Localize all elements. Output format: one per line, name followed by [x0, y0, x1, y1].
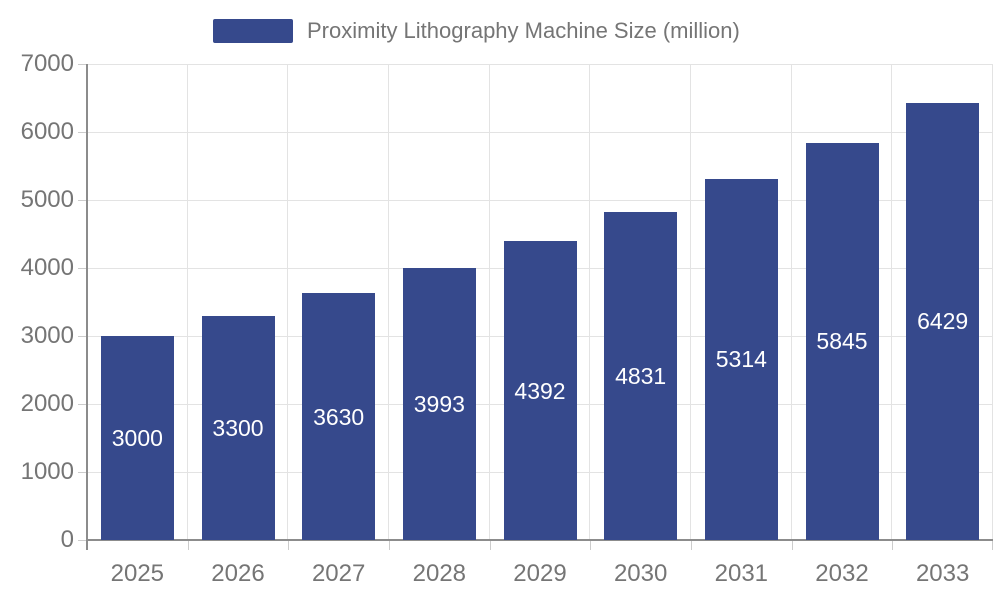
x-axis-label: 2029	[513, 560, 567, 587]
y-axis-tick	[78, 540, 87, 541]
x-axis-tick	[489, 541, 491, 550]
bar[interactable]	[402, 268, 476, 540]
bar-value-label: 5314	[715, 346, 767, 373]
bar-value-label: 3000	[111, 425, 163, 451]
bar-value-label: 4831	[615, 362, 667, 389]
gridline-horizontal	[87, 64, 993, 65]
gridline-vertical	[690, 64, 691, 540]
bar-value-label: 3993	[413, 391, 465, 418]
y-axis-line	[86, 64, 88, 550]
bar[interactable]	[604, 211, 678, 540]
bar[interactable]	[302, 293, 376, 540]
y-axis-tick	[78, 200, 87, 201]
gridline-vertical	[488, 64, 490, 540]
x-axis-tick	[187, 541, 189, 550]
x-axis-label: 2028	[412, 560, 467, 587]
gridline-vertical	[589, 64, 591, 540]
y-axis-label: 2000	[20, 390, 74, 417]
y-axis-label: 4000	[20, 254, 74, 281]
x-axis-label: 2033	[915, 560, 970, 587]
bar[interactable]	[201, 315, 275, 540]
x-axis-tick	[992, 541, 993, 550]
legend-swatch[interactable]	[213, 19, 293, 43]
legend[interactable]: Proximity Lithography Machine Size (mill…	[213, 19, 740, 43]
y-axis-tick	[78, 268, 87, 269]
x-axis-line	[87, 539, 993, 541]
gridline-vertical	[891, 64, 893, 540]
y-axis-tick	[78, 336, 87, 337]
bar-value-label: 3300	[212, 414, 264, 441]
bar-value-label: 3630	[313, 403, 365, 430]
x-axis-tick	[791, 541, 793, 550]
x-axis-label: 2026	[211, 560, 265, 587]
y-axis-label: 5000	[20, 186, 74, 213]
y-axis-label: 7000	[20, 50, 74, 77]
bar[interactable]	[100, 336, 174, 540]
x-axis-tick	[288, 541, 290, 550]
gridline-vertical	[287, 64, 289, 540]
y-axis-label: 1000	[20, 458, 74, 485]
x-axis-tick	[892, 541, 894, 550]
gridline-horizontal	[87, 132, 993, 133]
y-axis-tick	[78, 132, 87, 133]
x-axis-label: 2027	[311, 560, 366, 587]
gridline-vertical	[790, 64, 792, 540]
plot-area: 3000 3300 3630 3993 4392 4831 5314 5845 6429	[78, 64, 993, 550]
y-axis-tick	[78, 472, 87, 473]
y-axis-label: 0	[60, 526, 74, 553]
x-axis-label: 2031	[714, 560, 769, 587]
y-axis-label: 6000	[20, 118, 74, 145]
y-axis-label: 3000	[20, 322, 74, 349]
gridline-horizontal	[87, 200, 993, 201]
x-axis-label: 2032	[815, 560, 869, 587]
x-axis-tick	[389, 541, 390, 550]
gridline-vertical	[186, 64, 188, 540]
x-axis-tick	[590, 541, 592, 550]
x-axis-label: 2030	[613, 560, 668, 587]
bar[interactable]	[503, 241, 577, 540]
bar-value-label: 6429	[917, 308, 969, 335]
bar-value-label: 4392	[514, 377, 566, 404]
x-axis-tick	[691, 541, 692, 550]
y-axis-tick	[78, 404, 87, 405]
gridline-vertical	[388, 64, 389, 540]
chart-title: Proximity Lithography Machine Size (mill…	[307, 18, 740, 43]
bar[interactable]	[805, 142, 879, 540]
bar[interactable]	[906, 102, 980, 540]
bar[interactable]	[704, 178, 778, 540]
gridline-vertical	[992, 64, 993, 540]
bar-value-label: 5845	[816, 328, 868, 355]
y-axis-tick	[78, 64, 87, 65]
x-axis-label: 2025	[110, 560, 165, 587]
